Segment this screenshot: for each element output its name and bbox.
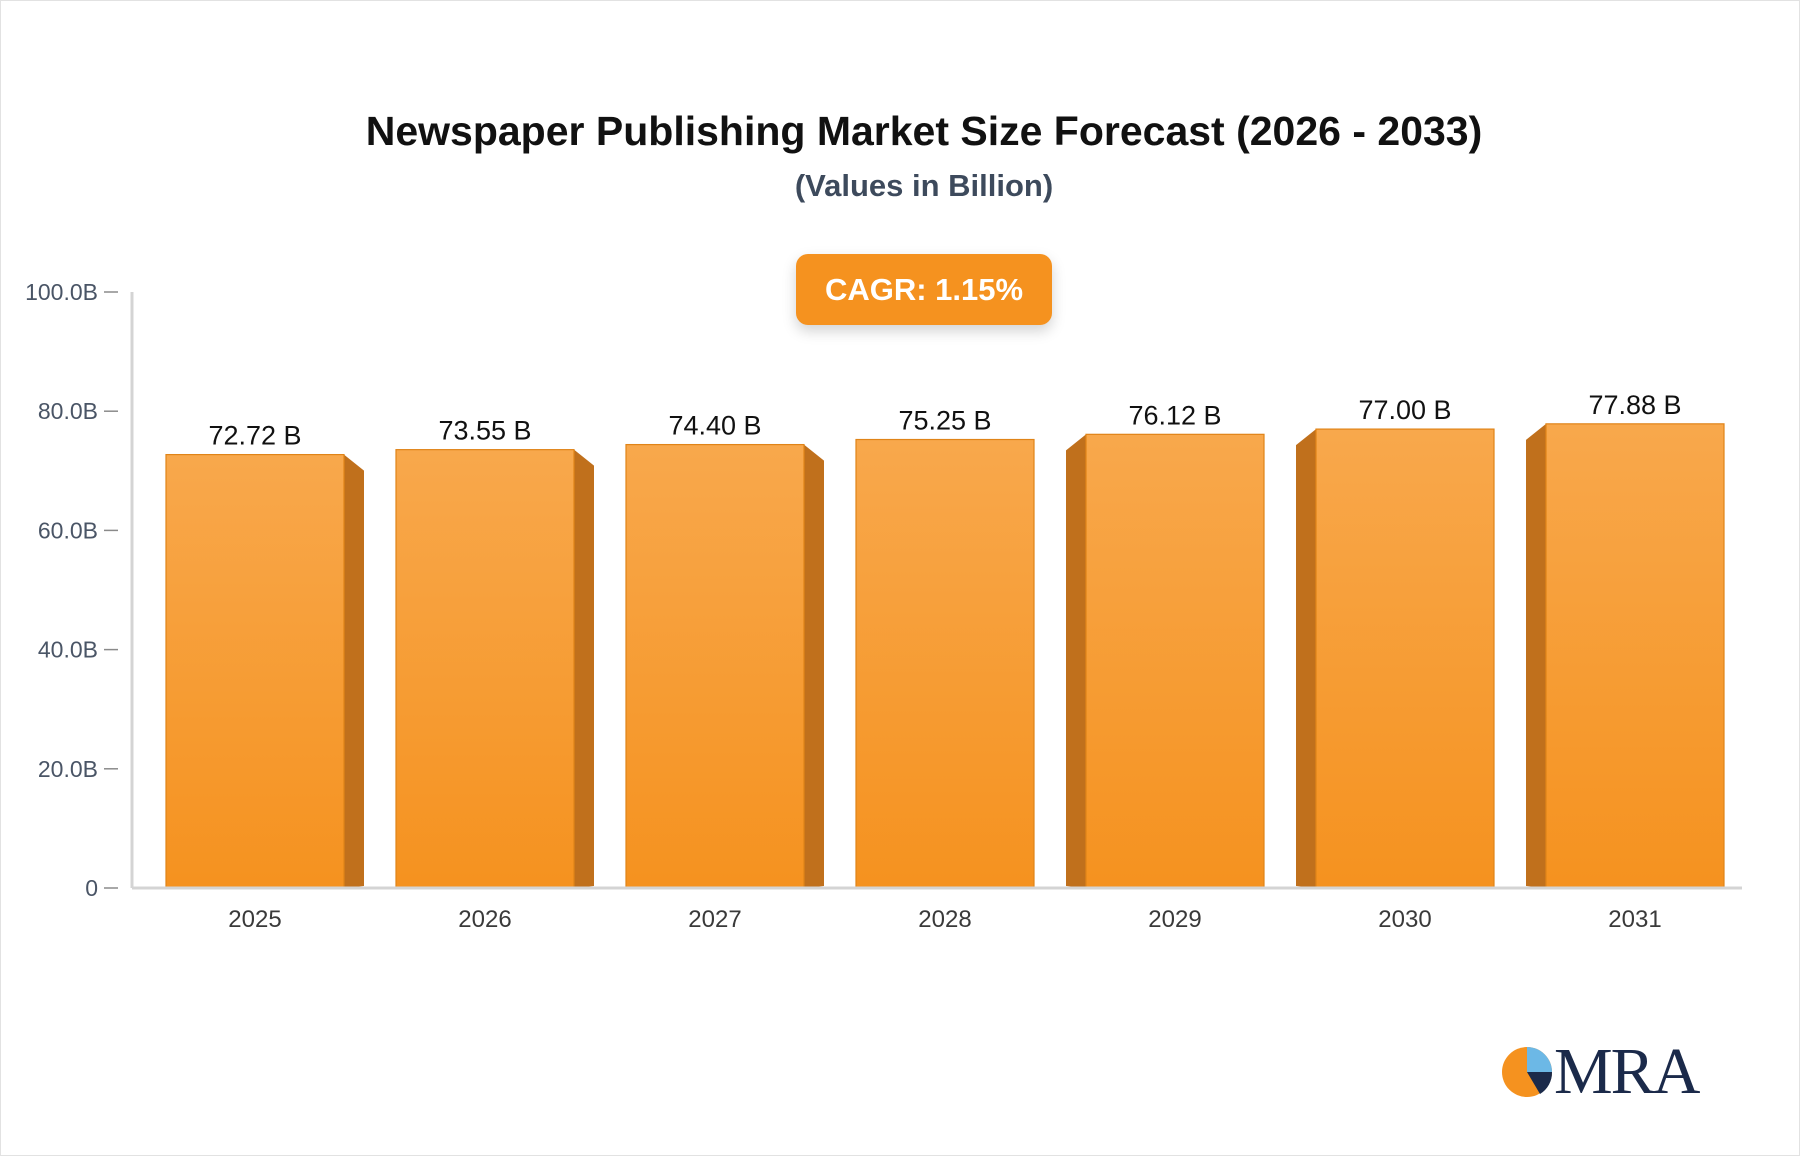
bar-face (1315, 428, 1495, 889)
x-tick-label: 2030 (1378, 906, 1431, 933)
bar-side (1296, 429, 1316, 888)
x-axis: 2025 2026 2027 2028 2029 2030 2031 (132, 886, 1742, 933)
bar-face (1545, 423, 1725, 889)
cagr-badge: CAGR: 1.15% (796, 254, 1052, 325)
pie-chart-icon (1502, 1047, 1553, 1097)
bar-value-label: 76.12 B (1128, 400, 1221, 430)
bars: 72.72 B 73.55 B 74.40 B 75.25 B 76.12 B 77.00… (165, 390, 1725, 889)
bar: 77.88 B (1526, 390, 1725, 889)
bar-value-label: 72.72 B (208, 421, 301, 451)
y-tick-label: 60.0B (38, 517, 98, 543)
bar: 77.00 B (1296, 395, 1495, 889)
x-tick-label: 2029 (1148, 906, 1201, 933)
bar-value-label: 75.25 B (898, 406, 991, 436)
mra-logo: MRA (1500, 1036, 1700, 1108)
bar-side (804, 444, 824, 888)
bar-side (1526, 423, 1546, 888)
y-tick-label: 100.0B (25, 279, 98, 305)
x-tick-label: 2027 (688, 906, 741, 933)
y-tick-label: 0 (85, 875, 98, 901)
y-tick-label: 80.0B (38, 398, 98, 424)
bar: 72.72 B (165, 421, 364, 889)
bar-side (1066, 434, 1086, 888)
bar-face (165, 453, 345, 889)
logo-text: MRA (1554, 1035, 1700, 1108)
bar-face (855, 438, 1035, 889)
bar-face (625, 443, 805, 889)
x-tick-label: 2031 (1608, 906, 1661, 933)
bar-value-label: 77.00 B (1358, 395, 1451, 425)
bar: 73.55 B (395, 416, 594, 889)
y-tick-label: 40.0B (38, 637, 98, 663)
x-tick-label: 2028 (918, 906, 971, 933)
bar-side (344, 454, 364, 888)
bar: 75.25 B (855, 406, 1035, 889)
bar: 76.12 B (1066, 400, 1265, 889)
bar-value-label: 74.40 B (668, 411, 761, 441)
y-tick-label: 20.0B (38, 756, 98, 782)
bar-value-label: 77.88 B (1588, 390, 1681, 420)
chart-subtitle: (Values in Billion) (794, 168, 1054, 203)
bar-face (395, 449, 575, 889)
chart-title: Newspaper Publishing Market Size Forecas… (365, 108, 1483, 154)
bar-value-label: 73.55 B (438, 416, 531, 446)
x-tick-label: 2025 (228, 906, 281, 933)
y-axis: 0 20.0B 40.0B 60.0B 80.0B 100.0B (25, 279, 134, 901)
bar: 74.40 B (625, 411, 824, 889)
bar-side (574, 449, 594, 888)
x-tick-label: 2026 (458, 906, 511, 933)
bar-face (1085, 433, 1265, 889)
